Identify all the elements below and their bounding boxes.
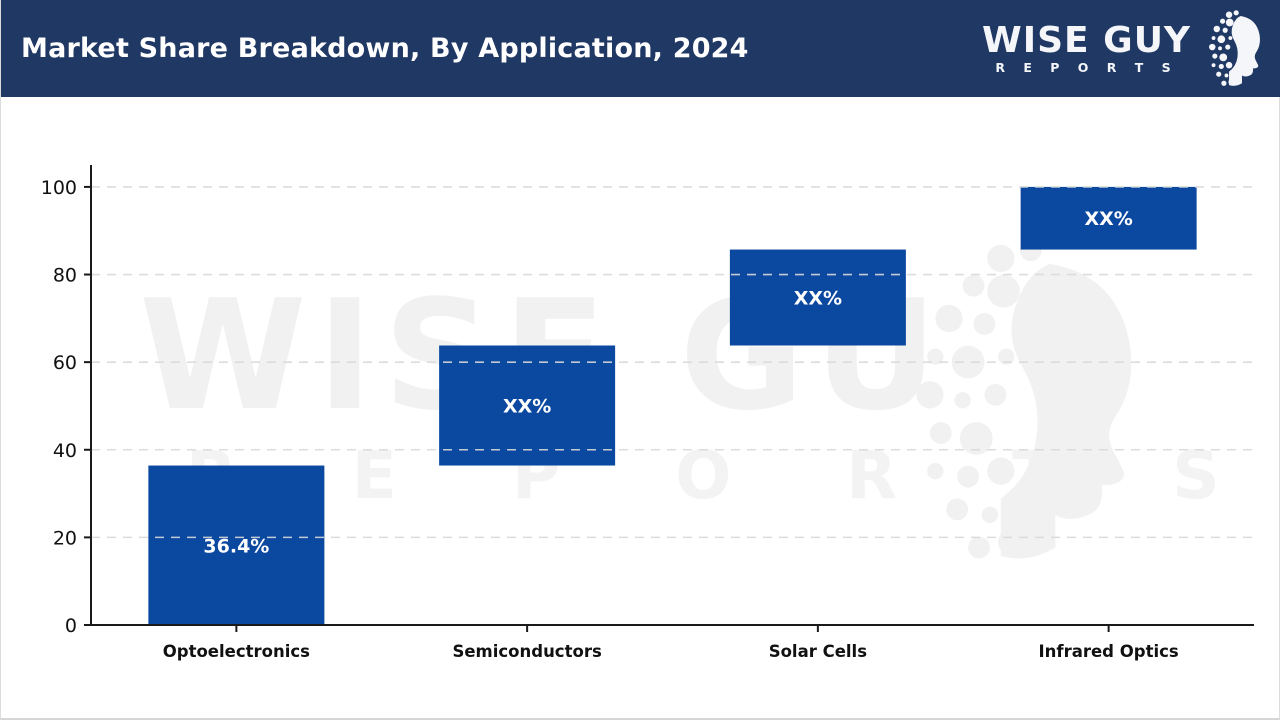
brand-subtitle: R E P O R T S [995,59,1178,75]
chart-area: WISE GU R E P O R T S 0 20 40 60 80 100 36.4% X… [1,97,1280,720]
y-tick-label: 40 [53,440,77,462]
y-tick-label: 60 [53,352,77,374]
dotted-face-icon [1209,9,1260,86]
bar-optoelectronics [148,465,325,625]
x-category-label: Infrared Optics [1039,642,1179,661]
y-tick-label: 20 [53,527,77,549]
bar-value-label: XX% [1084,208,1132,230]
bar-infrared-optics [1020,186,1197,250]
x-category-label: Optoelectronics [163,642,310,661]
bar-value-label: XX% [503,396,551,418]
bar-value-label: XX% [794,288,842,310]
y-tick-label: 0 [65,615,77,637]
x-category-label: Solar Cells [769,642,868,661]
brand-logo: WISE GUY R E P O R T S [982,7,1267,91]
bar-solar-cells [729,249,906,346]
y-tick-label: 100 [41,177,77,199]
bar-value-label: 36.4% [203,535,269,557]
bar-semiconductors [439,345,616,466]
waterfall-chart: 0 20 40 60 80 100 36.4% XX% XX% XX% Optoelectronic… [41,165,1254,661]
y-tick-label: 80 [53,265,77,287]
x-category-label: Semiconductors [452,642,601,661]
brand-name: WISE GUY [981,19,1191,61]
brand-logo-text: WISE GUY R E P O R T S [981,19,1191,75]
page-title: Market Share Breakdown, By Application, … [21,33,749,64]
header-bar: Market Share Breakdown, By Application, … [1,0,1280,97]
